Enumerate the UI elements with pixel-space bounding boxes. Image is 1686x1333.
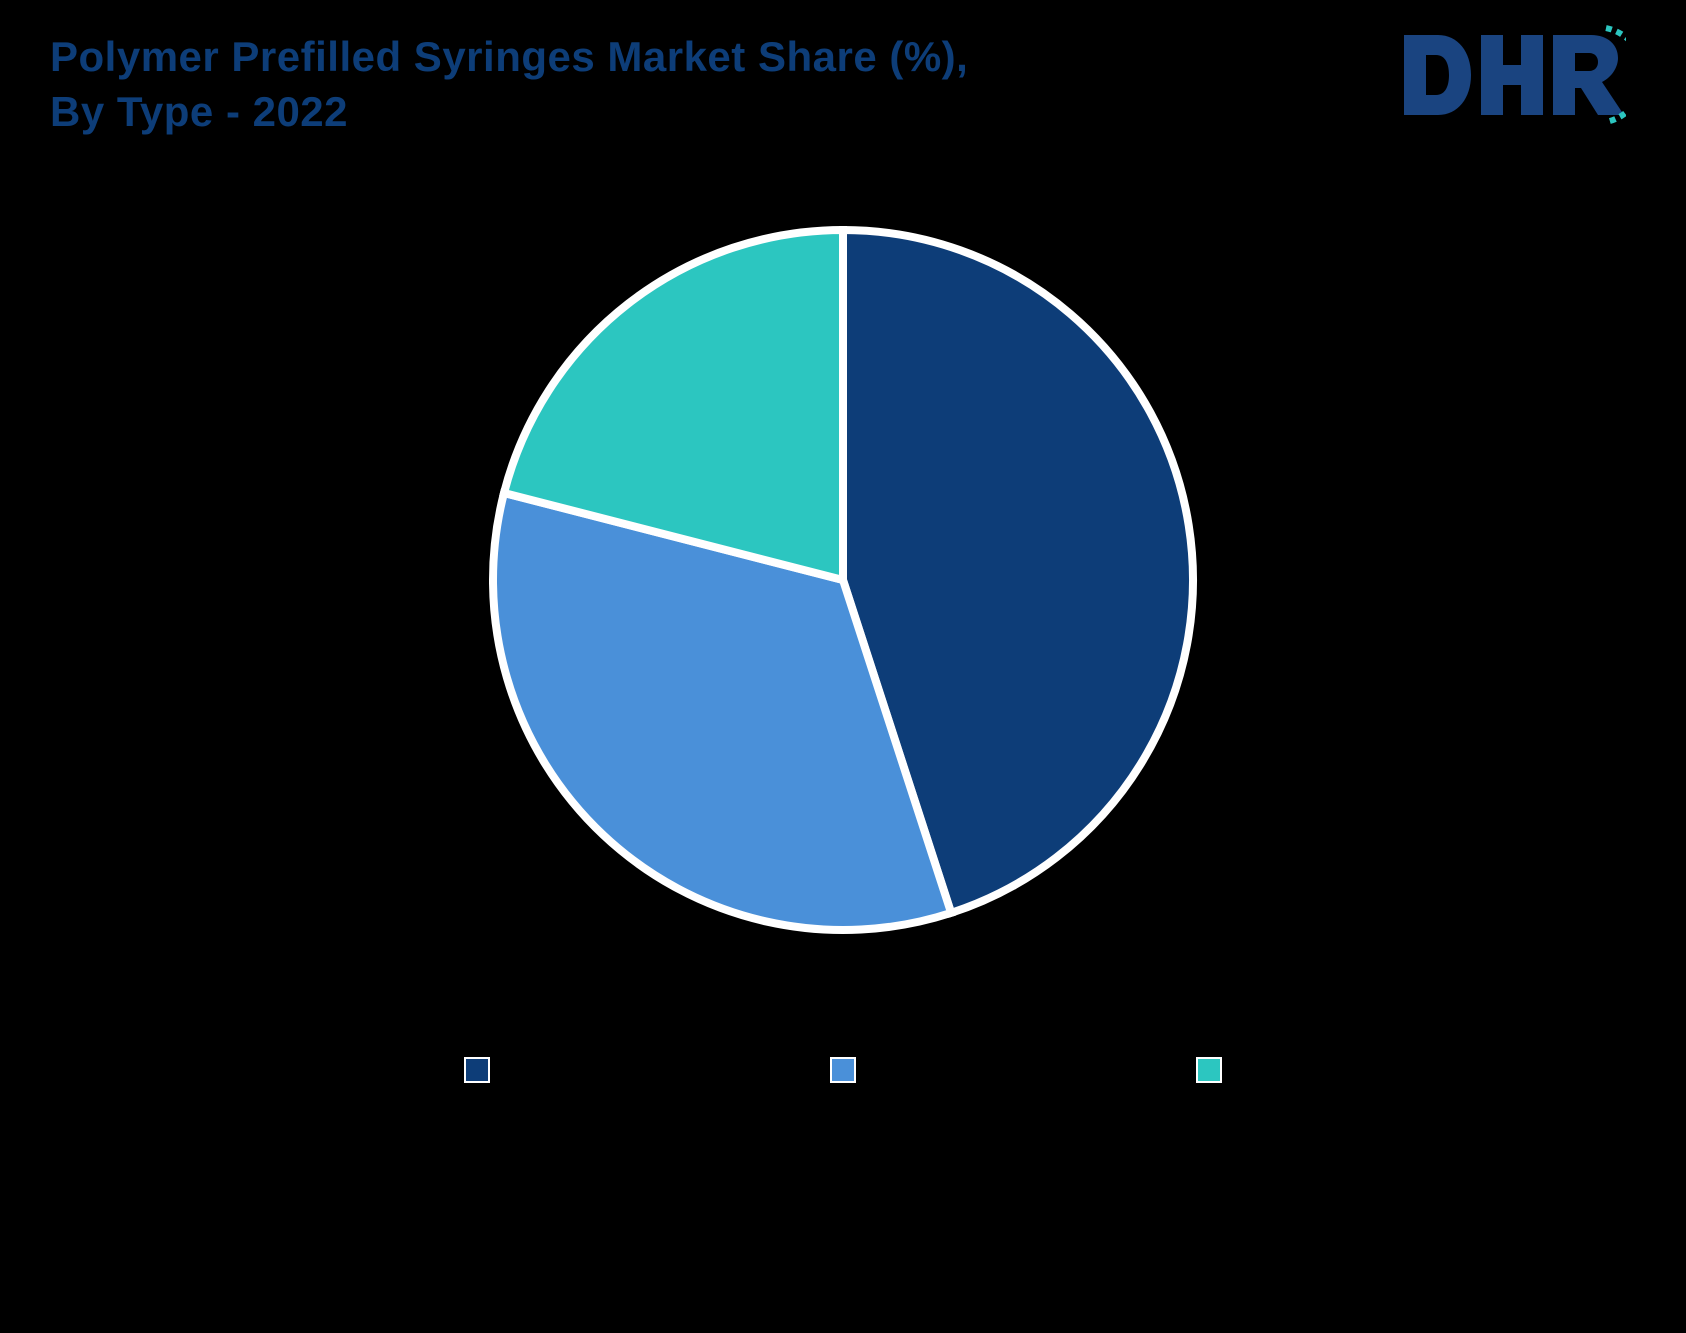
pie-chart bbox=[483, 220, 1203, 940]
legend-item-2 bbox=[830, 1057, 856, 1083]
pie-chart-area bbox=[0, 220, 1686, 940]
chart-legend bbox=[0, 1057, 1686, 1083]
legend-swatch-2 bbox=[830, 1057, 856, 1083]
legend-item-3 bbox=[1196, 1057, 1222, 1083]
title-line-1: Polymer Prefilled Syringes Market Share … bbox=[50, 30, 968, 85]
legend-swatch-3 bbox=[1196, 1057, 1222, 1083]
dhr-logo bbox=[1396, 20, 1626, 135]
title-line-2: By Type - 2022 bbox=[50, 85, 968, 140]
chart-title: Polymer Prefilled Syringes Market Share … bbox=[50, 30, 968, 139]
legend-item-1 bbox=[464, 1057, 490, 1083]
legend-swatch-1 bbox=[464, 1057, 490, 1083]
